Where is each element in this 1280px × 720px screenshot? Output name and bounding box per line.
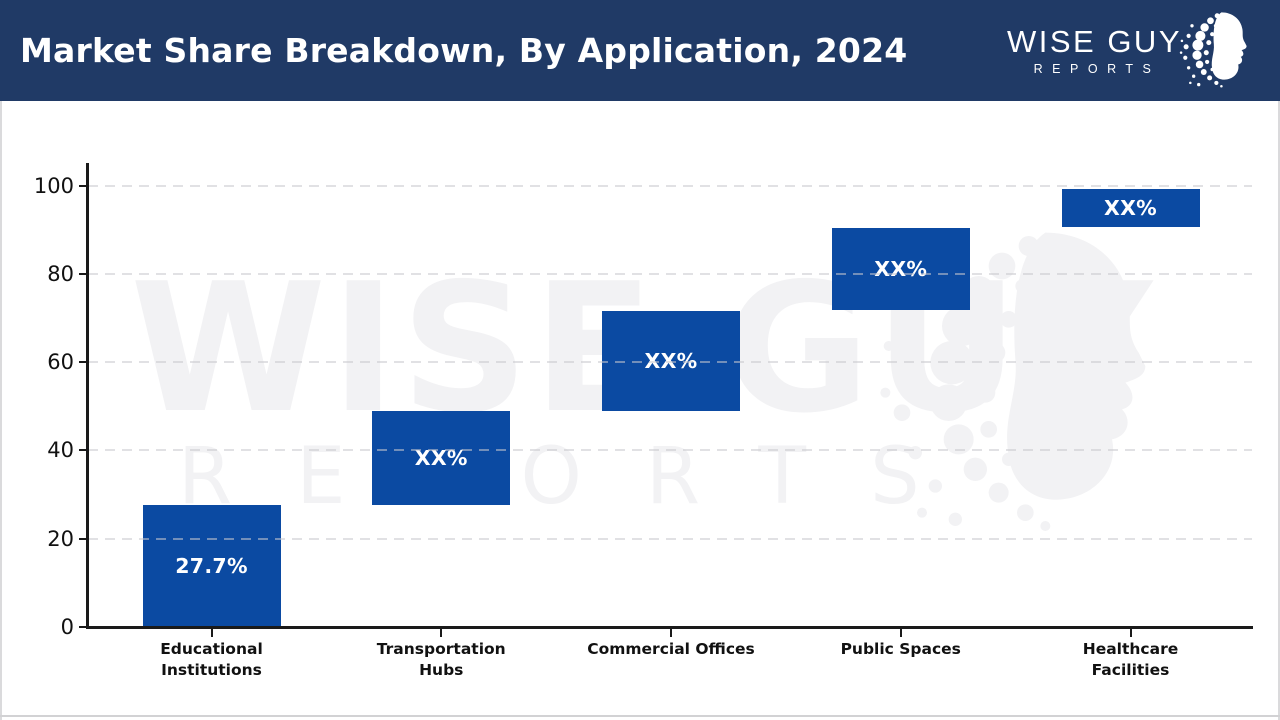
x-axis-spine <box>86 626 1253 629</box>
bar-value-label: XX% <box>1103 196 1158 220</box>
gridline-80 <box>88 272 1252 275</box>
page-title: Market Share Breakdown, By Application, … <box>20 31 908 70</box>
x-tick-mark <box>440 629 443 637</box>
bar-value-label: 27.7% <box>175 553 248 578</box>
category-label: Public Spaces <box>840 640 961 658</box>
bar-segment: 27.7% <box>142 504 281 627</box>
frame-right-border <box>1278 101 1280 720</box>
watermark-head-icon <box>880 232 1146 531</box>
category-label: Commercial Offices <box>587 640 755 658</box>
y-tick-mark-0 <box>79 626 86 628</box>
header: Market Share Breakdown, By Application, … <box>0 0 1280 101</box>
gridline-40 <box>88 449 1252 452</box>
y-tick-mark-40 <box>79 449 86 452</box>
gridline-100 <box>88 184 1252 187</box>
frame-left-border <box>0 101 2 720</box>
logo-head-icon <box>1179 11 1247 88</box>
category-label: Healthcare Facilities <box>1082 640 1179 679</box>
bar-value-label: XX% <box>874 257 928 282</box>
wiseguy-logo: WISE GUY REPORTS <box>1007 9 1256 93</box>
x-tick-mark <box>899 629 902 637</box>
category-label: Educational Institutions <box>160 640 263 679</box>
y-tick-mark-60 <box>79 361 86 364</box>
bar-segment: XX% <box>831 228 970 311</box>
y-tick-mark-80 <box>79 272 86 275</box>
logo-text: WISE GUY REPORTS <box>1007 26 1182 76</box>
gridline-60 <box>88 361 1252 364</box>
x-tick-mark <box>1129 629 1132 637</box>
y-tick-label-40: 40 <box>47 438 74 463</box>
gridline-20 <box>88 537 1252 540</box>
y-tick-label-100: 100 <box>33 173 74 198</box>
category-label: Transportation Hubs <box>376 640 506 679</box>
logo-reports-label: REPORTS <box>1033 61 1161 76</box>
x-tick-mark <box>210 629 213 637</box>
y-axis-spine <box>86 163 89 629</box>
y-tick-label-0: 0 <box>60 615 74 639</box>
x-tick-mark <box>670 629 672 637</box>
y-tick-mark-100 <box>79 184 86 187</box>
bar-segment: XX% <box>372 411 511 505</box>
bar-segment: XX% <box>1061 188 1200 228</box>
y-tick-label-80: 80 <box>47 261 74 286</box>
y-tick-label-20: 20 <box>47 526 74 551</box>
frame-bottom-border <box>0 715 1280 717</box>
logo-wordmark: WISE GUY <box>1006 23 1182 59</box>
y-tick-mark-20 <box>79 537 86 540</box>
y-tick-label-60: 60 <box>47 350 74 375</box>
